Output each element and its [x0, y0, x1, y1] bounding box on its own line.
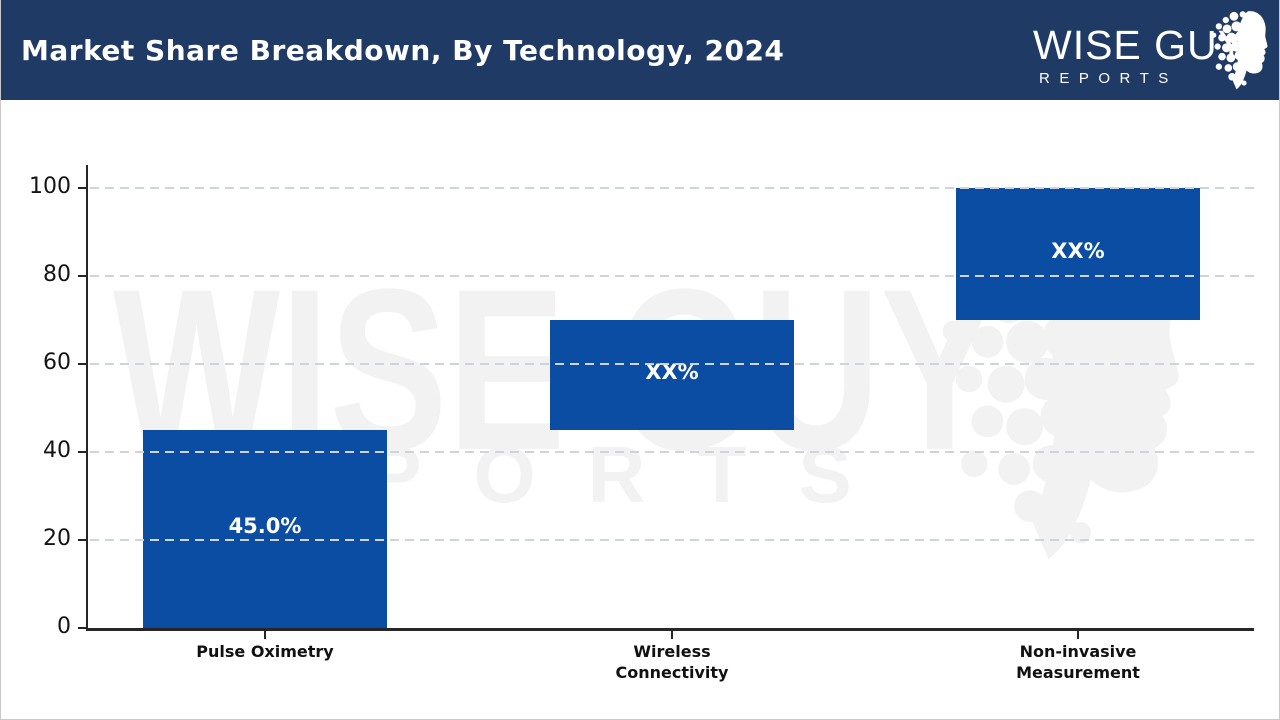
logo-subtext: REPORTS [1039, 70, 1178, 87]
bar-segment [550, 320, 794, 430]
y-tick-label: 0 [57, 614, 71, 639]
wise-guy-reports-logo: WISE GUY REPORTS [1033, 11, 1268, 90]
x-category-label: Non-invasive Measurement [1016, 642, 1140, 682]
y-tick-label: 20 [43, 526, 71, 551]
y-tick-label: 60 [43, 350, 71, 375]
x-tick-mark [264, 631, 266, 639]
x-tick-mark [1077, 631, 1079, 639]
y-tick-mark [78, 539, 87, 541]
x-axis-line [86, 628, 1254, 631]
y-tick-mark [78, 275, 87, 277]
y-tick-label: 80 [43, 262, 71, 287]
bar-value-label: XX% [1051, 239, 1105, 263]
y-tick-mark [78, 363, 87, 365]
bar-value-label: 45.0% [228, 514, 302, 538]
gridline [90, 451, 1254, 453]
y-tick-mark [78, 627, 87, 629]
logo-wordmark: WISE GUY [1033, 22, 1246, 68]
gridline [90, 539, 1254, 541]
x-category-label: Pulse Oximetry [196, 642, 334, 661]
x-category-label: Wireless Connectivity [615, 642, 729, 682]
y-tick-mark [78, 187, 87, 189]
gridline [90, 363, 1254, 365]
x-tick-mark [671, 631, 673, 639]
y-tick-label: 40 [43, 438, 71, 463]
bar-segment [956, 188, 1200, 320]
y-tick-mark [78, 451, 87, 453]
bar-segment [143, 430, 387, 628]
y-axis-line [86, 165, 88, 631]
gridline [90, 187, 1254, 189]
page-title: Market Share Breakdown, By Technology, 2… [21, 33, 785, 67]
y-tick-label: 100 [29, 174, 71, 199]
header: Market Share Breakdown, By Technology, 2… [1, 0, 1279, 100]
gridline [90, 275, 1254, 277]
